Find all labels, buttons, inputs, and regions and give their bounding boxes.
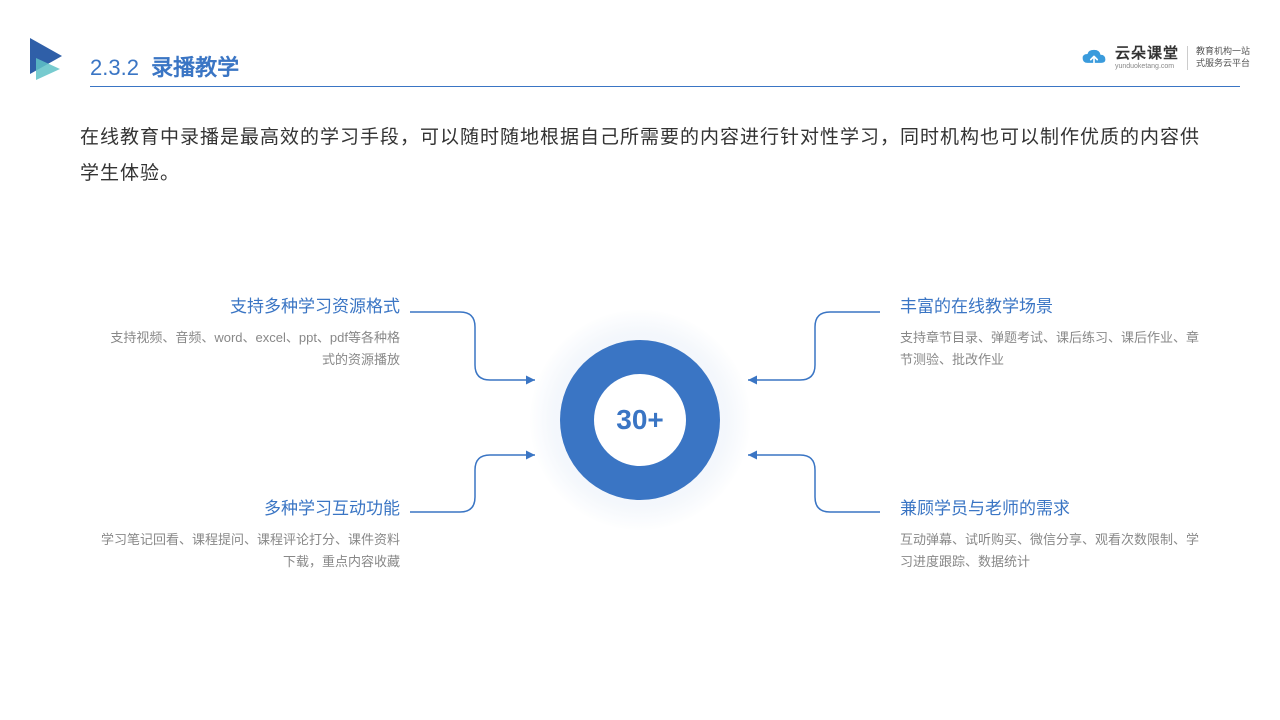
section-number: 2.3.2 [90,55,139,80]
center-metric-circle: 30+ [530,310,750,530]
feature-bottom-left: 多种学习互动功能 学习笔记回看、课程提问、课程评论打分、课件资料下载，重点内容收… [100,494,400,573]
circle-value: 30+ [594,374,686,466]
feature-title: 支持多种学习资源格式 [100,292,400,317]
triangle-play-icon [30,38,74,87]
feature-desc: 互动弹幕、试听购买、微信分享、观看次数限制、学习进度跟踪、数据统计 [900,529,1200,573]
feature-top-left: 支持多种学习资源格式 支持视频、音频、word、excel、ppt、pdf等各种… [100,292,400,371]
circle-ring: 30+ [560,340,720,500]
feature-bottom-right: 兼顾学员与老师的需求 互动弹幕、试听购买、微信分享、观看次数限制、学习进度跟踪、… [900,494,1200,573]
feature-desc: 支持章节目录、弹题考试、课后练习、课后作业、章节测验、批改作业 [900,327,1200,371]
feature-desc: 学习笔记回看、课程提问、课程评论打分、课件资料下载，重点内容收藏 [100,529,400,573]
logo-cn: 云朵课堂 [1115,46,1179,61]
intro-paragraph: 在线教育中录播是最高效的学习手段，可以随时随地根据自己所需要的内容进行针对性学习… [80,120,1200,192]
section-title-text: 录播教学 [151,55,239,80]
feature-desc: 支持视频、音频、word、excel、ppt、pdf等各种格式的资源播放 [100,327,400,371]
feature-title: 兼顾学员与老师的需求 [900,494,1200,519]
brand-logo: 云朵课堂 yunduoketang.com 教育机构一站 式服务云平台 [1081,46,1250,70]
cloud-icon [1081,48,1107,68]
section-title: 2.3.2 录播教学 [90,50,239,82]
feature-title: 多种学习互动功能 [100,494,400,519]
logo-divider [1187,46,1188,70]
feature-title: 丰富的在线教学场景 [900,292,1200,317]
logo-tagline: 教育机构一站 式服务云平台 [1196,46,1250,69]
feature-top-right: 丰富的在线教学场景 支持章节目录、弹题考试、课后练习、课后作业、章节测验、批改作… [900,292,1200,371]
slide-header: 2.3.2 录播教学 云朵课堂 yunduoketang.com 教育机构一站 … [0,30,1280,90]
title-underline [90,86,1240,87]
logo-en: yunduoketang.com [1115,63,1179,70]
